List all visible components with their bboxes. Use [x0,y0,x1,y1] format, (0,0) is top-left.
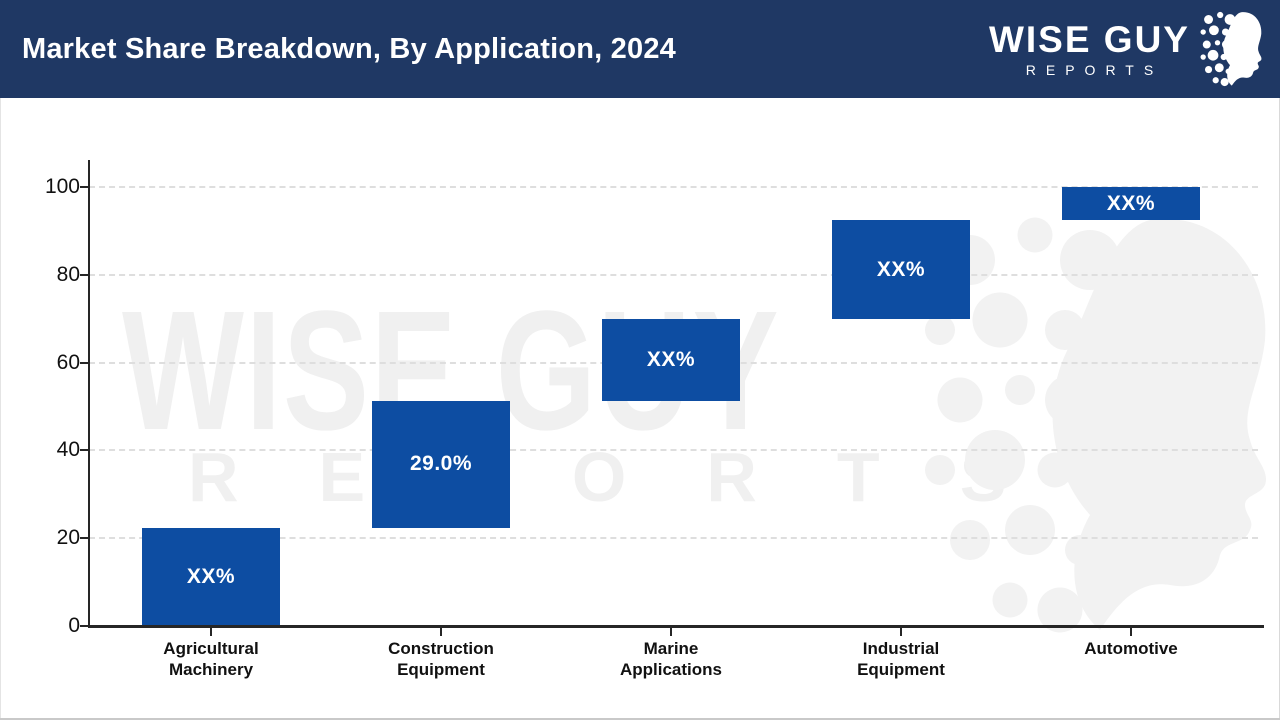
y-tick-label-0: 0 [68,614,80,637]
y-tick-mark-40 [80,449,88,452]
logo-reports-label: REPORTS [1025,62,1164,78]
x-tick-mark-0 [210,628,212,636]
wise-guy-logo: WISE GUY REPORTS [989,6,1266,92]
chart-title: Market Share Breakdown, By Application, … [22,32,676,65]
logo-wise-guy-label: WISE GUY [988,19,1190,60]
x-category-label-1: Construction Equipment [326,638,556,680]
bar-marine-applications: XX% [602,318,740,401]
x-category-label-line: Agricultural [163,639,259,658]
x-category-label-line: Industrial [862,639,940,658]
x-category-label-line: Automotive [1084,639,1178,658]
bar-agricultural-machinery: XX% [142,528,280,626]
logo-text: WISE GUY REPORTS [989,21,1190,77]
x-category-label-line: Applications [619,660,722,679]
y-tick-label-20: 20 [56,526,80,550]
x-category-label-line: Marine [643,639,699,658]
y-axis-line [88,160,90,627]
y-tick-mark-20 [80,537,88,540]
bar-value-label: XX% [646,347,696,371]
bar-value-label: XX% [1106,191,1156,215]
x-tick-mark-2 [670,628,672,636]
x-axis-line [88,625,1264,628]
bar-industrial-equipment: XX% [832,220,970,319]
logo-dotted-face-icon [1200,11,1262,87]
y-tick-label-100: 100 [44,175,80,198]
bar-value-label: 29.0% [409,452,473,476]
y-tick-mark-100 [80,186,88,188]
bar-value-label: XX% [186,565,236,589]
header-bar: Market Share Breakdown, By Application, … [0,0,1280,98]
x-category-label-line: Machinery [168,660,254,679]
bar-automotive: XX% [1062,187,1200,221]
y-tick-mark-80 [80,273,88,276]
gridline-40 [89,449,1258,452]
y-tick-label-40: 40 [56,438,80,462]
x-tick-mark-1 [440,628,442,636]
x-category-label-line: Construction [388,639,494,658]
y-tick-label-60: 60 [56,350,80,374]
gridline-80 [89,273,1258,276]
y-tick-mark-60 [80,361,88,364]
watermark-reports-text: REPORTS [188,438,1087,516]
x-category-label-0: Agricultural Machinery [96,638,326,680]
bar-construction-equipment: 29.0% [372,400,510,529]
x-category-label-2: Marine Applications [556,638,786,680]
y-tick-label-80: 80 [56,262,80,286]
x-category-label-4: Automotive [1016,638,1246,659]
gridline-100 [89,186,1258,188]
bar-value-label: XX% [876,257,926,281]
gridline-20 [89,537,1258,540]
x-tick-mark-4 [1130,628,1132,636]
y-tick-mark-0 [80,625,88,627]
x-category-label-line: Equipment [397,660,485,679]
x-category-label-3: Industrial Equipment [786,638,1016,680]
x-tick-mark-3 [900,628,902,636]
x-category-label-line: Equipment [857,660,945,679]
